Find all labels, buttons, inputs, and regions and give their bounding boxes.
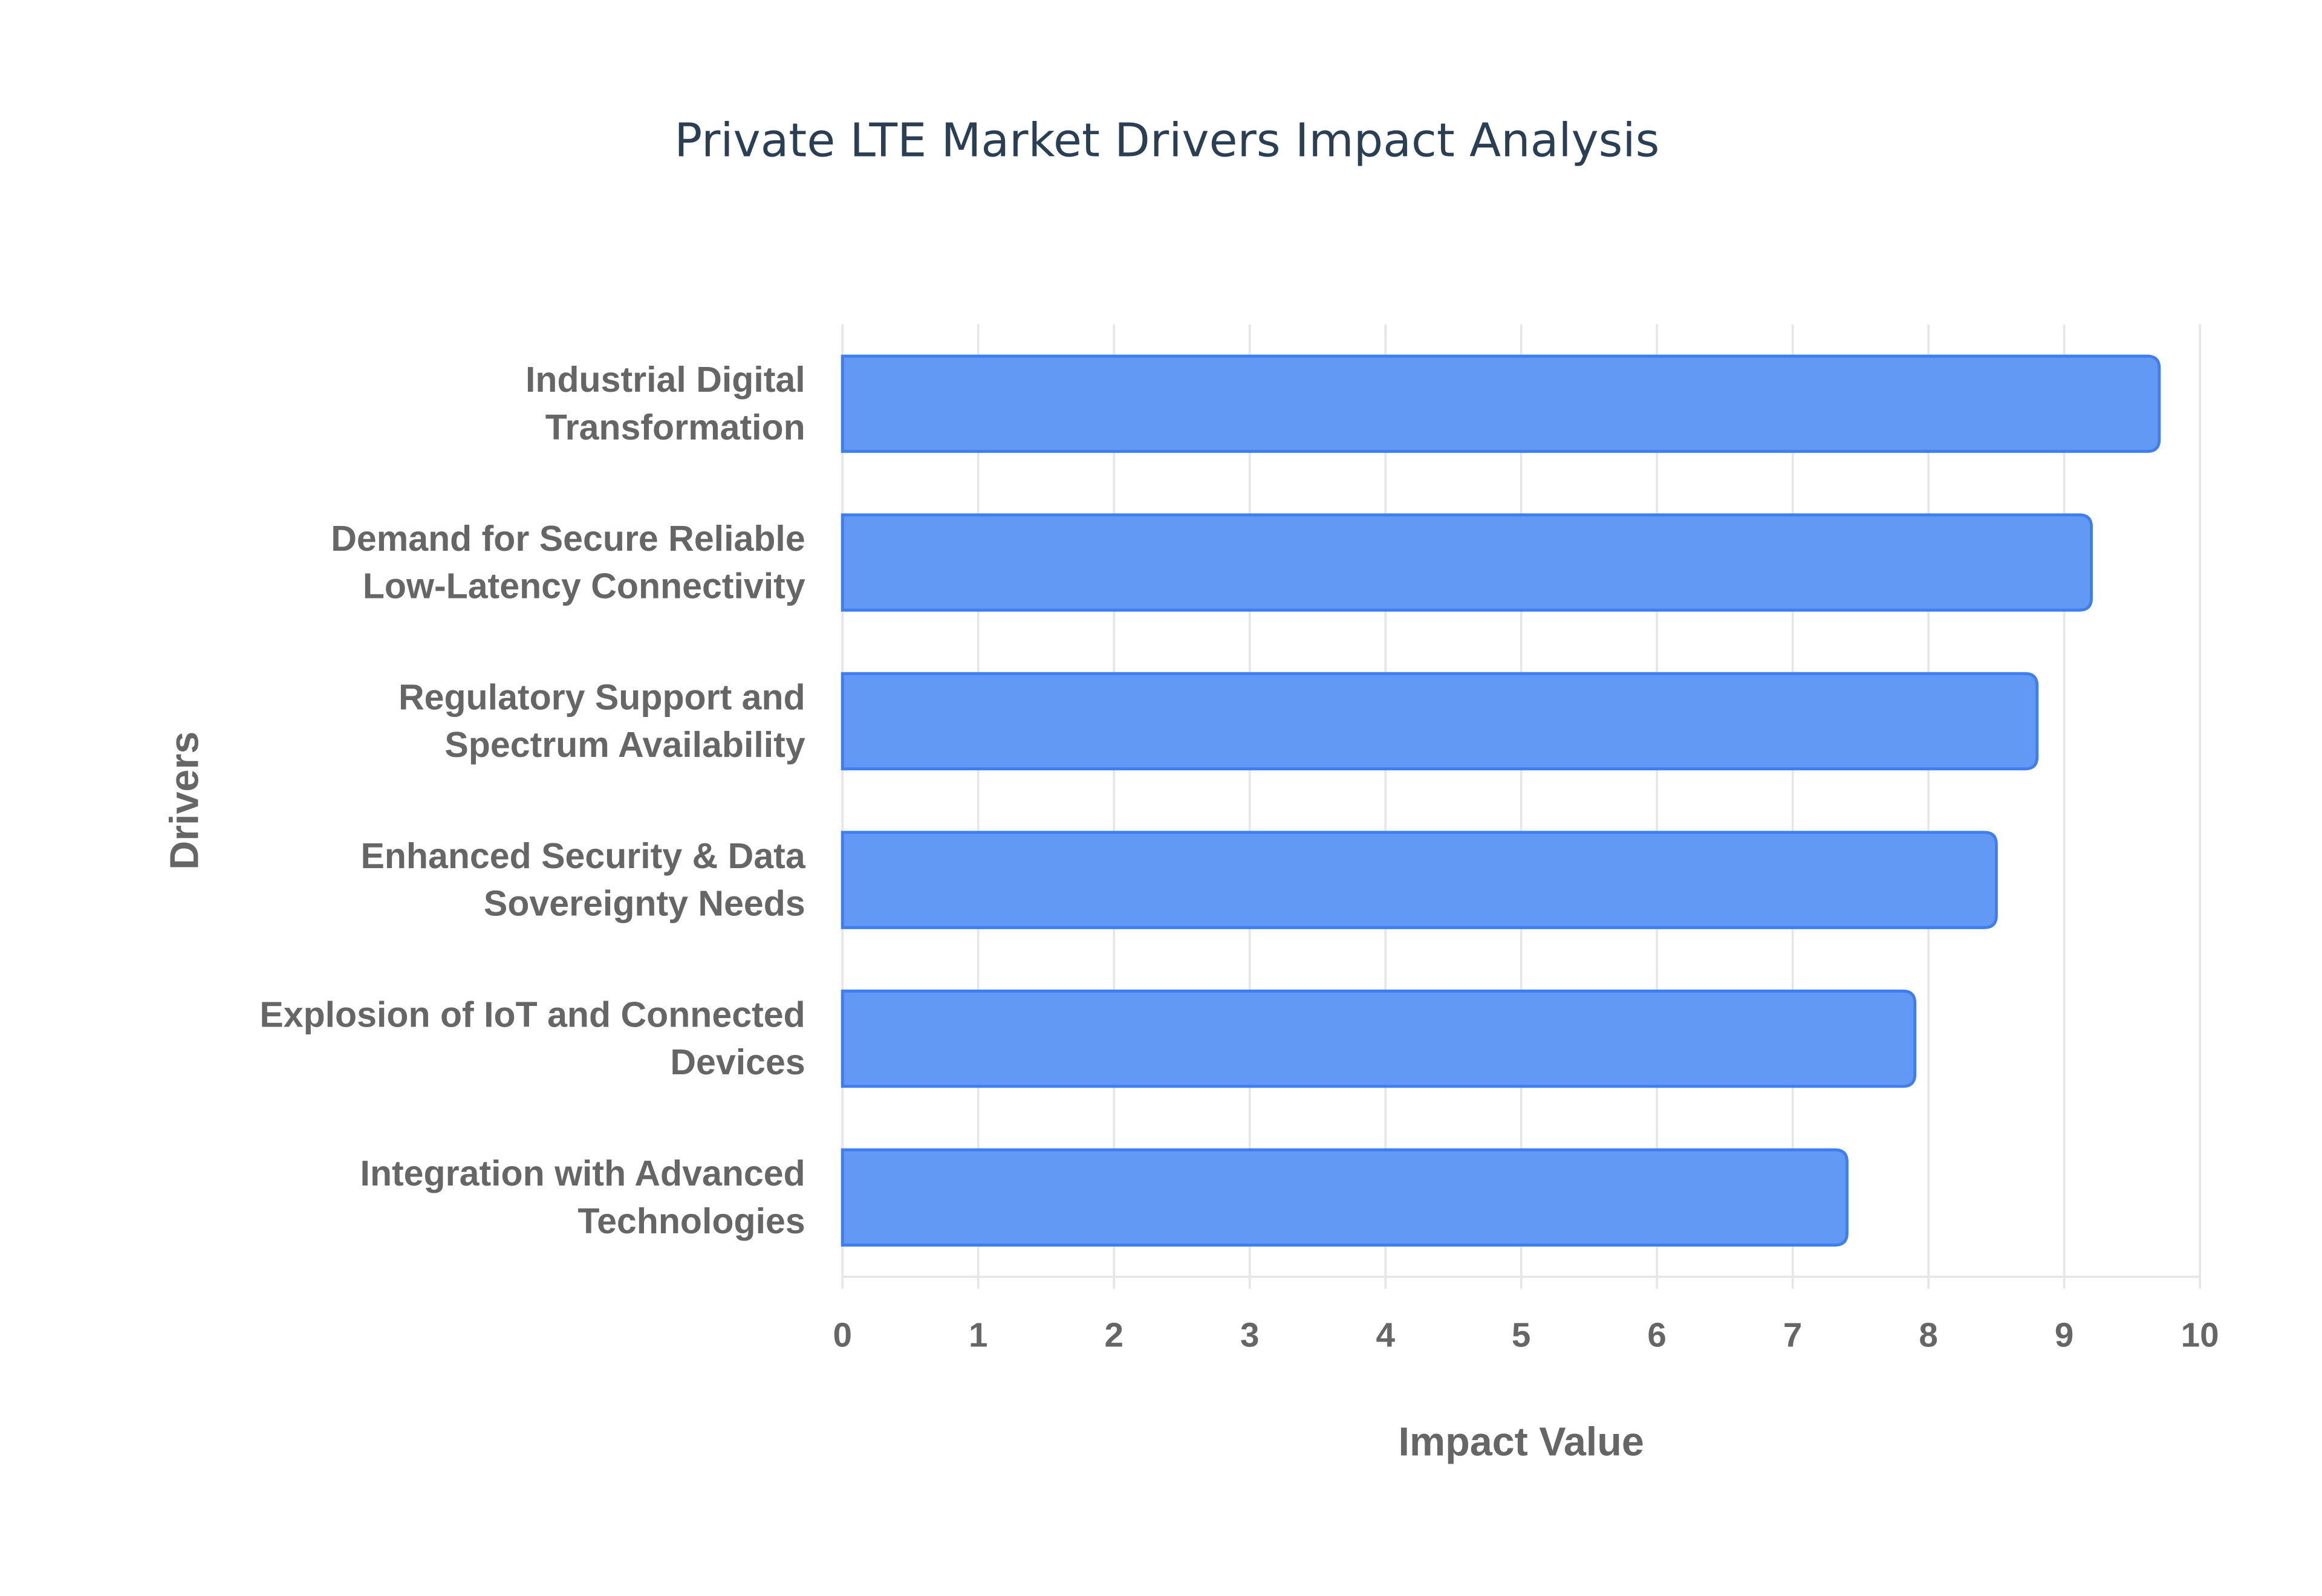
category-label: Spectrum Availability [444, 725, 805, 765]
bar [841, 831, 1998, 929]
category-labels: Industrial Digital Transformation Demand f… [259, 360, 806, 1241]
category-label: Low-Latency Connectivity [363, 566, 805, 606]
category-label: Demand for Secure Reliable [331, 519, 805, 559]
bar [841, 989, 1917, 1088]
x-tick-label: 3 [1240, 1316, 1259, 1354]
x-tick-label: 1 [969, 1316, 987, 1354]
y-axis-label: Drivers [162, 731, 207, 870]
category-label: Sovereignty Needs [484, 884, 805, 924]
x-tick-label: 0 [833, 1316, 851, 1354]
bar [841, 1148, 1849, 1247]
x-tick-label: 4 [1376, 1316, 1395, 1354]
x-tick-label: 6 [1647, 1316, 1666, 1354]
bar [841, 513, 2093, 612]
category-label: Explosion of IoT and Connected [259, 994, 805, 1034]
gridlines [841, 324, 2201, 1289]
category-label: Industrial Digital [525, 360, 805, 400]
x-tick-label: 2 [1104, 1316, 1123, 1354]
category-label: Integration with Advanced [360, 1153, 805, 1193]
bar [841, 354, 2161, 453]
bar [841, 672, 2039, 771]
x-tick-label: 10 [2181, 1316, 2219, 1354]
category-label: Enhanced Security & Data [360, 836, 805, 876]
x-tick-label: 8 [1919, 1316, 1937, 1354]
category-label: Regulatory Support and [398, 677, 805, 717]
x-tick-label: 5 [1512, 1316, 1530, 1354]
chart-title: Private LTE Market Drivers Impact Analys… [674, 113, 1659, 167]
x-axis-label: Impact Value [1399, 1419, 1644, 1464]
category-label: Transformation [545, 407, 805, 447]
x-tick-labels: 0 1 2 3 4 5 6 7 8 9 10 [833, 1316, 2219, 1354]
x-tick-label: 9 [2055, 1316, 2073, 1354]
x-tick-label: 7 [1783, 1316, 1802, 1354]
bars [841, 354, 2161, 1247]
category-label: Technologies [577, 1201, 805, 1241]
category-label: Devices [670, 1042, 805, 1082]
